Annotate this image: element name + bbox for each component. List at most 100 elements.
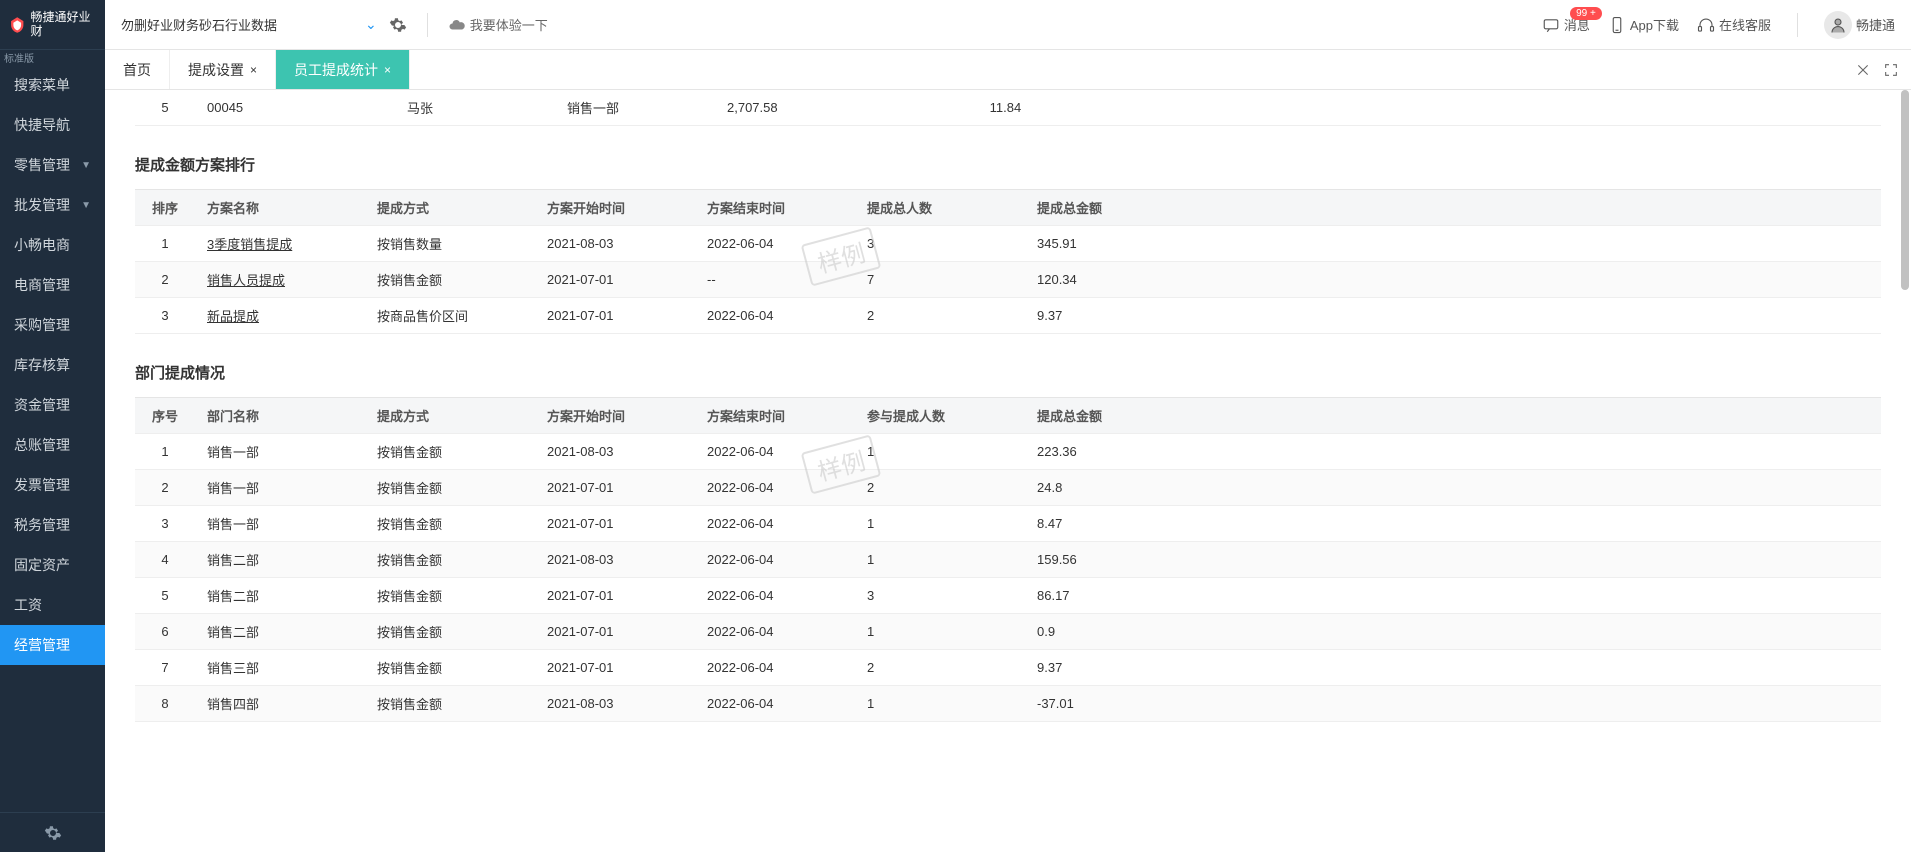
gear-icon[interactable]: [389, 16, 407, 34]
table-cell: 销售一部: [195, 470, 365, 506]
tab-label: 提成设置: [188, 60, 244, 80]
messages-link[interactable]: 消息 99 +: [1542, 15, 1590, 34]
sidebar-item[interactable]: 税务管理: [0, 505, 105, 545]
table-cell[interactable]: 3季度销售提成: [195, 226, 365, 262]
fullscreen-icon[interactable]: [1883, 62, 1899, 78]
table-cell: 销售四部: [195, 686, 365, 722]
experience-link[interactable]: 我要体验一下: [448, 15, 548, 34]
table-cell: 1: [855, 542, 1025, 578]
dataset-dropdown[interactable]: 勿删好业财务砂石行业数据 ⌄: [121, 15, 377, 34]
table-row: 1销售一部按销售金额2021-08-032022-06-041223.36: [135, 434, 1881, 470]
divider: [427, 13, 428, 37]
sidebar-item[interactable]: 发票管理: [0, 465, 105, 505]
table-cell: 2021-07-01: [535, 650, 695, 686]
table-cell: 1: [855, 686, 1025, 722]
table-header: 提成方式: [365, 190, 535, 226]
tab[interactable]: 员工提成统计×: [276, 50, 410, 89]
table-header: 方案名称: [195, 190, 365, 226]
table-cell: 2: [855, 298, 1025, 334]
tab[interactable]: 提成设置 ×: [170, 50, 276, 89]
table-cell: 0.9: [1025, 614, 1881, 650]
sidebar-item-label: 快捷导航: [14, 115, 70, 135]
table-cell: 2022-06-04: [695, 226, 855, 262]
side-menu: 搜索菜单快捷导航零售管理▼批发管理▼ 小畅电商电商管理采购管理库存核算资金管理总账…: [0, 65, 105, 812]
sidebar-item[interactable]: 库存核算: [0, 345, 105, 385]
sidebar-item[interactable]: 总账管理: [0, 425, 105, 465]
sidebar-item[interactable]: 资金管理: [0, 385, 105, 425]
table-cell: 11.84: [978, 90, 1881, 126]
table-cell: 223.36: [1025, 434, 1881, 470]
sidebar-item[interactable]: 零售管理▼: [0, 145, 105, 185]
table-cell: --: [695, 262, 855, 298]
scrollbar[interactable]: [1901, 90, 1909, 290]
table-cell: 2: [855, 650, 1025, 686]
sidebar-item[interactable]: 电商管理: [0, 265, 105, 305]
table-cell: 按销售金额: [365, 262, 535, 298]
sidebar-item-label: 发票管理: [14, 475, 70, 495]
tab[interactable]: 首页: [105, 50, 170, 89]
table-row: 7销售三部按销售金额2021-07-012022-06-0429.37: [135, 650, 1881, 686]
table-cell: 5: [135, 578, 195, 614]
sidebar-footer: [0, 812, 105, 852]
sidebar-item-label: 总账管理: [14, 435, 70, 455]
sidebar-item[interactable]: 快捷导航: [0, 105, 105, 145]
table-header: 方案结束时间: [695, 398, 855, 434]
table-cell: 2: [135, 262, 195, 298]
table-cell: 2022-06-04: [695, 298, 855, 334]
cloud-icon: [448, 16, 466, 34]
logo-area: 畅捷通好业财: [0, 0, 105, 50]
sidebar-item-label: 小畅电商: [14, 235, 70, 255]
user-menu[interactable]: 畅捷通: [1824, 11, 1895, 39]
sidebar-item[interactable]: 经营管理: [0, 625, 105, 665]
close-icon[interactable]: ×: [250, 63, 257, 77]
sidebar-item[interactable]: 采购管理: [0, 305, 105, 345]
table-cell: 2021-07-01: [535, 614, 695, 650]
table-cell: 2022-06-04: [695, 434, 855, 470]
table-cell: 销售二部: [195, 542, 365, 578]
table-cell: 1: [855, 506, 1025, 542]
table-cell: 2021-07-01: [535, 262, 695, 298]
sidebar-item-label: 工资: [14, 595, 42, 615]
sidebar-item[interactable]: 工资: [0, 585, 105, 625]
table-cell: 120.34: [1025, 262, 1881, 298]
sidebar-item-label: 经营管理: [14, 635, 70, 655]
plan-rank-title: 提成金额方案排行: [135, 154, 1881, 175]
table-header: 方案结束时间: [695, 190, 855, 226]
chevron-down-icon: ▼: [81, 160, 91, 171]
settings-icon[interactable]: [44, 824, 62, 842]
table-header: 排序: [135, 190, 195, 226]
table-cell: 9.37: [1025, 650, 1881, 686]
headset-icon: [1697, 16, 1715, 34]
close-icon[interactable]: [1855, 62, 1871, 78]
sidebar-item[interactable]: 搜索菜单: [0, 65, 105, 105]
table-cell: 2: [855, 470, 1025, 506]
table-cell: 2021-08-03: [535, 434, 695, 470]
customer-service-link[interactable]: 在线客服: [1697, 15, 1771, 34]
table-row: 6销售二部按销售金额2021-07-012022-06-0410.9: [135, 614, 1881, 650]
sidebar-item[interactable]: 批发管理▼: [0, 185, 105, 225]
sidebar-item[interactable]: 小畅电商: [0, 225, 105, 265]
close-icon[interactable]: ×: [384, 63, 391, 77]
table-cell[interactable]: 销售人员提成: [195, 262, 365, 298]
avatar-icon: [1824, 11, 1852, 39]
sidebar: 畅捷通好业财 标准版 搜索菜单快捷导航零售管理▼批发管理▼ 小畅电商电商管理采购管…: [0, 0, 105, 852]
table-header: 提成总金额: [1025, 190, 1881, 226]
table-row: 3销售一部按销售金额2021-07-012022-06-0418.47: [135, 506, 1881, 542]
table-cell: 1: [135, 226, 195, 262]
table-cell: 3: [135, 298, 195, 334]
table-cell[interactable]: 新品提成: [195, 298, 365, 334]
sidebar-item-label: 电商管理: [14, 275, 70, 295]
app-download-link[interactable]: App下载: [1608, 15, 1679, 34]
employee-table-partial: 500045马张销售一部2,707.5811.84: [135, 90, 1881, 126]
table-cell: 2021-07-01: [535, 578, 695, 614]
dataset-label: 勿删好业财务砂石行业数据: [121, 15, 277, 34]
table-header: 提成总金额: [1025, 398, 1881, 434]
sidebar-item-label: 采购管理: [14, 315, 70, 335]
table-cell: 2021-07-01: [535, 506, 695, 542]
table-cell: 2022-06-04: [695, 470, 855, 506]
sidebar-item[interactable]: 固定资产: [0, 545, 105, 585]
sidebar-item-label: 搜索菜单: [14, 75, 70, 95]
table-row: 3新品提成按商品售价区间2021-07-012022-06-0429.37: [135, 298, 1881, 334]
brand-edition: 标准版: [0, 50, 105, 65]
table-cell: 2022-06-04: [695, 506, 855, 542]
